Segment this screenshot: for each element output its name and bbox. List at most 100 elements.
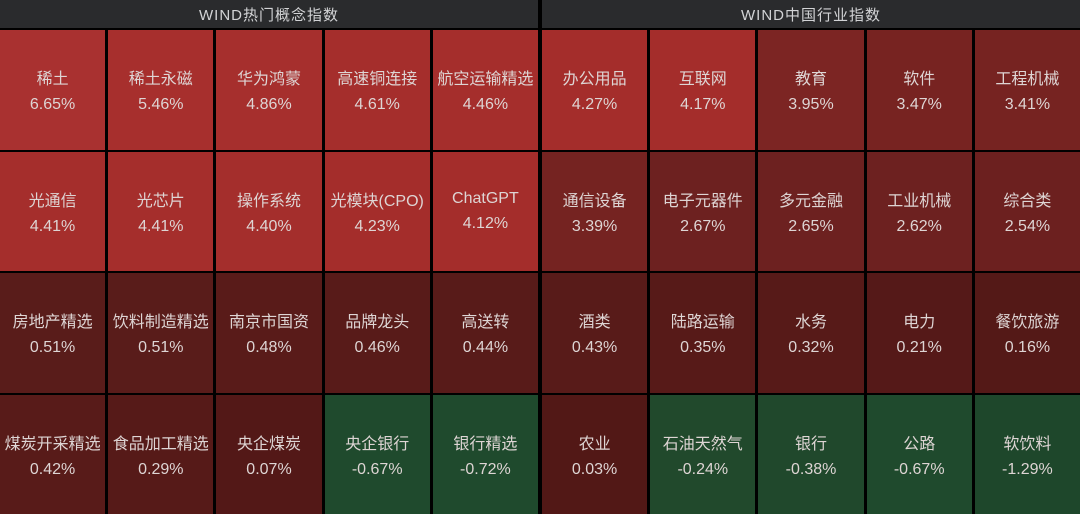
heatmap-cell[interactable]: 高送转 0.44%: [432, 273, 538, 393]
heatmap-cell[interactable]: 高速铜连接 4.61%: [324, 30, 430, 150]
index-name: 教育: [794, 71, 827, 89]
index-change: 4.27%: [571, 96, 618, 114]
index-change: -0.24%: [677, 460, 729, 478]
heatmap-cell[interactable]: 稀土 6.65%: [0, 30, 106, 150]
panel-title: WIND热门概念指数: [0, 0, 538, 28]
heatmap-cell[interactable]: 餐饮旅游 0.16%: [974, 273, 1080, 393]
panel-title: WIND中国行业指数: [542, 0, 1080, 28]
index-name: 光模块(CPO): [330, 192, 424, 210]
heatmap-cell[interactable]: 稀土永磁 5.46%: [108, 30, 214, 150]
heatmap-cell[interactable]: 电力 0.21%: [866, 273, 972, 393]
index-change: 4.46%: [462, 96, 509, 114]
index-name: 光芯片: [136, 192, 185, 210]
heatmap-cell[interactable]: 银行精选 -0.72%: [432, 394, 538, 514]
heatmap-cell[interactable]: 软件 3.47%: [866, 30, 972, 150]
heatmap-cell[interactable]: 品牌龙头 0.46%: [324, 273, 430, 393]
heatmap-cell[interactable]: 工业机械 2.62%: [866, 151, 972, 271]
heatmap-cell[interactable]: 光芯片 4.41%: [108, 151, 214, 271]
index-change: 0.42%: [29, 460, 76, 478]
index-change: 4.61%: [354, 96, 400, 114]
heatmap-cell[interactable]: 饮料制造精选 0.51%: [108, 273, 214, 393]
index-change: 0.46%: [354, 339, 400, 357]
heatmap-cell[interactable]: 南京市国资 0.48%: [216, 273, 322, 393]
heatmap-cell[interactable]: 央企银行 -0.67%: [324, 394, 430, 514]
heatmap-cell[interactable]: 软饮料 -1.29%: [974, 394, 1080, 514]
panel-hot-concept-indices: WIND热门概念指数 稀土 6.65% 稀土永磁 5.46% 华为鸿蒙 4.86% 高速铜连…: [0, 0, 538, 514]
heatmap-cell[interactable]: 央企煤炭 0.07%: [216, 394, 322, 514]
index-name: 高送转: [461, 314, 510, 332]
heatmap-cell[interactable]: 酒类 0.43%: [542, 273, 648, 393]
heatmap-cell[interactable]: 光通信 4.41%: [0, 151, 106, 271]
index-name: 高速铜连接: [337, 71, 418, 89]
index-change: 4.41%: [29, 217, 76, 235]
heatmap-cell[interactable]: 办公用品 4.27%: [542, 30, 648, 150]
index-name: 稀土永磁: [128, 71, 193, 89]
index-change: 2.65%: [788, 217, 834, 235]
heatmap-cell[interactable]: 电子元器件 2.67%: [650, 151, 756, 271]
heatmap-cell[interactable]: 工程机械 3.41%: [974, 30, 1080, 150]
index-name: 南京市国资: [228, 314, 309, 332]
heatmap-cell[interactable]: 房地产精选 0.51%: [0, 273, 106, 393]
index-change: 0.32%: [788, 339, 834, 357]
index-name: 办公用品: [562, 71, 627, 89]
heatmap-grid: 办公用品 4.27% 互联网 4.17% 教育 3.95% 软件 3.47% 工程机械 3.41%…: [542, 30, 1080, 514]
index-name: 陆路运输: [670, 314, 735, 332]
index-change: 4.41%: [138, 217, 184, 235]
heatmap-cell[interactable]: 互联网 4.17%: [650, 30, 756, 150]
index-name: 餐饮旅游: [995, 314, 1060, 332]
index-name: 农业: [578, 435, 611, 453]
index-name: 稀土: [36, 71, 69, 89]
index-name: ChatGPT: [452, 189, 519, 207]
index-name: 酒类: [578, 314, 611, 332]
index-name: 光通信: [28, 192, 77, 210]
index-name: 工业机械: [887, 192, 952, 210]
index-change: 5.46%: [138, 96, 184, 114]
heatmap-cell[interactable]: 公路 -0.67%: [866, 394, 972, 514]
index-change: 3.39%: [571, 217, 618, 235]
index-change: 0.03%: [571, 460, 618, 478]
index-name: 银行精选: [453, 435, 518, 453]
index-change: 0.35%: [680, 339, 726, 357]
heatmap-cell[interactable]: 航空运输精选 4.46%: [432, 30, 538, 150]
index-change: 4.17%: [680, 96, 726, 114]
index-name: 公路: [903, 435, 936, 453]
index-change: 0.43%: [571, 339, 618, 357]
heatmap-cell[interactable]: ChatGPT 4.12%: [432, 151, 538, 271]
index-change: 4.12%: [462, 214, 509, 232]
index-name: 航空运输精选: [437, 71, 534, 89]
index-name: 综合类: [1003, 192, 1052, 210]
heatmap-cell[interactable]: 农业 0.03%: [542, 394, 648, 514]
heatmap-cell[interactable]: 多元金融 2.65%: [758, 151, 864, 271]
heatmap-cell[interactable]: 操作系统 4.40%: [216, 151, 322, 271]
index-name: 通信设备: [562, 192, 627, 210]
heatmap-cell[interactable]: 食品加工精选 0.29%: [108, 394, 214, 514]
heatmap-cell[interactable]: 煤炭开采精选 0.42%: [0, 394, 106, 514]
heatmap-cell[interactable]: 综合类 2.54%: [974, 151, 1080, 271]
index-change: 3.47%: [896, 96, 942, 114]
heatmap-cell[interactable]: 华为鸿蒙 4.86%: [216, 30, 322, 150]
index-change: 4.23%: [354, 217, 400, 235]
index-name: 石油天然气: [662, 435, 743, 453]
index-change: 2.67%: [680, 217, 726, 235]
index-change: 3.41%: [1004, 96, 1051, 114]
heatmap-cell[interactable]: 陆路运输 0.35%: [650, 273, 756, 393]
heatmap-cell[interactable]: 通信设备 3.39%: [542, 151, 648, 271]
heatmap-cell[interactable]: 水务 0.32%: [758, 273, 864, 393]
index-change: -0.72%: [460, 460, 511, 478]
index-name: 房地产精选: [12, 314, 93, 332]
index-change: 0.51%: [29, 339, 76, 357]
panel-china-industry-indices: WIND中国行业指数 办公用品 4.27% 互联网 4.17% 教育 3.95% 软件 3.4…: [542, 0, 1080, 514]
index-name: 电力: [903, 314, 936, 332]
heatmap-cell[interactable]: 教育 3.95%: [758, 30, 864, 150]
heatmap-cell[interactable]: 光模块(CPO) 4.23%: [324, 151, 430, 271]
index-name: 煤炭开采精选: [4, 435, 101, 453]
heatmap-cell[interactable]: 银行 -0.38%: [758, 394, 864, 514]
index-change: 0.44%: [462, 339, 509, 357]
index-change: 3.95%: [788, 96, 834, 114]
index-change: 0.16%: [1004, 339, 1051, 357]
index-change: 0.48%: [246, 339, 292, 357]
index-change: 4.40%: [246, 217, 292, 235]
index-name: 饮料制造精选: [112, 314, 209, 332]
heatmap-cell[interactable]: 石油天然气 -0.24%: [650, 394, 756, 514]
index-change: 0.51%: [138, 339, 184, 357]
